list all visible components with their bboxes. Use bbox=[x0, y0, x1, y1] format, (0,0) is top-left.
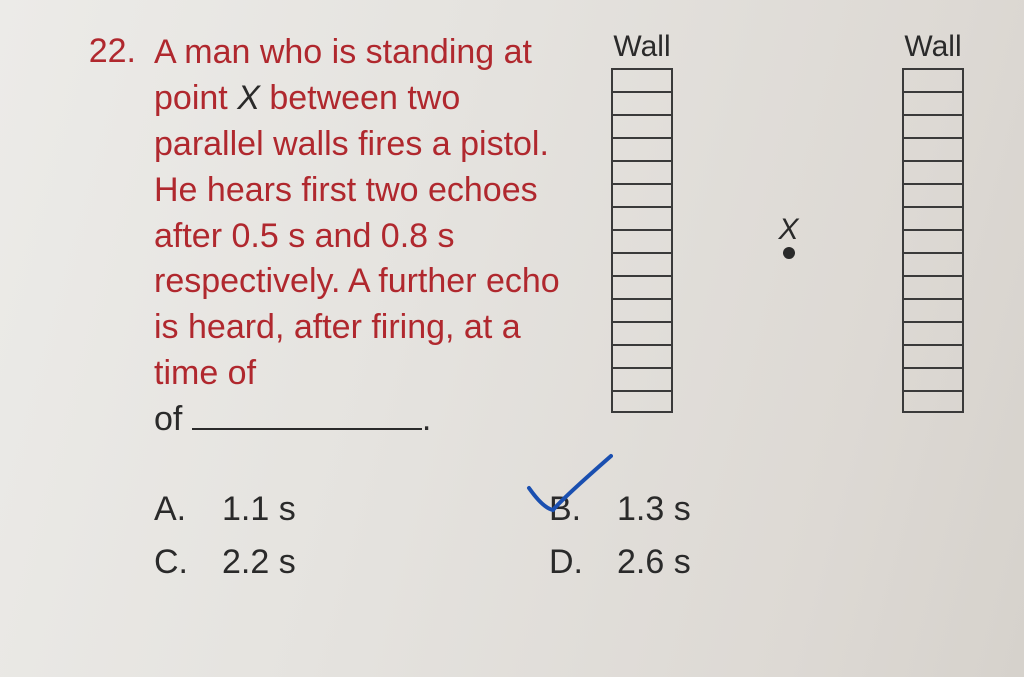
stem-var-x: X bbox=[237, 79, 260, 117]
wall-brick bbox=[613, 344, 671, 367]
stem-period: . bbox=[422, 400, 431, 438]
wall-brick bbox=[904, 137, 962, 160]
stem-part-4: He hears first two echoes after 0.5 s an… bbox=[154, 171, 560, 393]
wall-brick bbox=[904, 344, 962, 367]
wall-brick bbox=[904, 367, 962, 390]
x-point: X bbox=[593, 215, 984, 264]
question-text-row: A man who is standing at point X between… bbox=[154, 30, 984, 450]
wall-brick bbox=[613, 390, 671, 413]
option-b-letter: B. bbox=[549, 490, 589, 529]
wall-brick bbox=[904, 321, 962, 344]
option-a-letter: A. bbox=[154, 490, 194, 529]
wall-brick bbox=[613, 183, 671, 206]
x-label: X bbox=[593, 215, 984, 245]
option-d-letter: D. bbox=[549, 543, 589, 582]
option-d-value: 2.6 s bbox=[617, 543, 691, 582]
diagram: Wall Wall X bbox=[593, 30, 984, 450]
wall-left-label: Wall bbox=[611, 30, 673, 64]
option-c[interactable]: C. 2.2 s bbox=[154, 543, 519, 582]
page: 22. A man who is standing at point X bet… bbox=[0, 0, 1024, 677]
question-stem: A man who is standing at point X between… bbox=[154, 30, 569, 443]
wall-brick bbox=[613, 160, 671, 183]
option-a-value: 1.1 s bbox=[222, 490, 296, 529]
option-c-letter: C. bbox=[154, 543, 194, 582]
option-a[interactable]: A. 1.1 s bbox=[154, 490, 519, 529]
wall-brick bbox=[613, 68, 671, 91]
question-number: 22. bbox=[80, 30, 136, 73]
wall-brick bbox=[613, 321, 671, 344]
wall-brick bbox=[613, 275, 671, 298]
option-b-value: 1.3 s bbox=[617, 490, 691, 529]
wall-brick bbox=[613, 137, 671, 160]
wall-brick bbox=[613, 91, 671, 114]
fill-blank bbox=[192, 400, 422, 431]
wall-brick bbox=[613, 298, 671, 321]
wall-brick bbox=[904, 390, 962, 413]
wall-brick bbox=[613, 114, 671, 137]
wall-brick bbox=[904, 160, 962, 183]
wall-right-label: Wall bbox=[902, 30, 964, 64]
option-c-value: 2.2 s bbox=[222, 543, 296, 582]
option-b[interactable]: B. 1.3 s bbox=[549, 490, 914, 529]
answer-options: A. 1.1 s B. 1.3 s C. 2.2 s D. 2.6 s bbox=[154, 490, 914, 582]
wall-brick bbox=[904, 275, 962, 298]
wall-brick bbox=[904, 114, 962, 137]
wall-brick bbox=[904, 68, 962, 91]
wall-brick bbox=[904, 91, 962, 114]
question-row: 22. A man who is standing at point X bet… bbox=[80, 30, 984, 582]
stem-of: of bbox=[154, 400, 192, 438]
option-d[interactable]: D. 2.6 s bbox=[549, 543, 914, 582]
x-dot-icon bbox=[783, 247, 795, 259]
wall-brick bbox=[904, 183, 962, 206]
wall-brick bbox=[904, 298, 962, 321]
wall-brick bbox=[613, 367, 671, 390]
question-body: A man who is standing at point X between… bbox=[154, 30, 984, 582]
